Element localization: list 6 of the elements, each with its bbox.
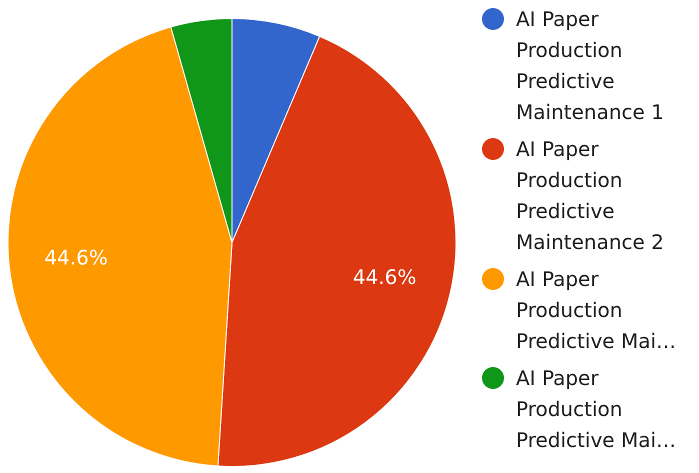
legend-label: AI Paper Production Predictive Maintenance 2 bbox=[516, 136, 665, 256]
data-label: 44.6% bbox=[44, 245, 108, 270]
legend-label: AI Paper Production Predictive Mai… bbox=[516, 365, 678, 454]
legend-label: AI Paper Production Predictive Maintenance 1 bbox=[516, 6, 665, 126]
legend-label: AI Paper Production Predictive Mai… bbox=[516, 266, 678, 355]
data-label: 44.6% bbox=[352, 264, 416, 289]
